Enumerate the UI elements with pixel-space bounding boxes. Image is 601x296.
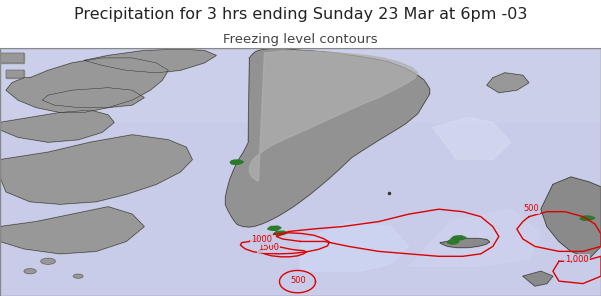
Circle shape bbox=[275, 232, 282, 235]
Polygon shape bbox=[451, 236, 466, 240]
Circle shape bbox=[582, 216, 590, 220]
Polygon shape bbox=[225, 49, 430, 227]
Circle shape bbox=[41, 258, 55, 264]
Polygon shape bbox=[6, 58, 168, 112]
Polygon shape bbox=[440, 239, 490, 248]
Polygon shape bbox=[580, 216, 595, 220]
Polygon shape bbox=[230, 160, 243, 165]
Polygon shape bbox=[447, 239, 459, 244]
Circle shape bbox=[73, 274, 83, 278]
Circle shape bbox=[454, 236, 462, 240]
Polygon shape bbox=[0, 110, 114, 142]
Polygon shape bbox=[300, 222, 409, 271]
Text: 1000: 1000 bbox=[251, 235, 272, 244]
Polygon shape bbox=[249, 51, 418, 181]
Polygon shape bbox=[0, 207, 144, 254]
Polygon shape bbox=[0, 53, 24, 63]
Polygon shape bbox=[84, 49, 216, 73]
Polygon shape bbox=[409, 209, 541, 266]
Polygon shape bbox=[42, 88, 144, 107]
Text: 1,000: 1,000 bbox=[565, 255, 589, 264]
Polygon shape bbox=[523, 271, 553, 286]
Polygon shape bbox=[433, 118, 511, 160]
Polygon shape bbox=[541, 177, 601, 259]
Polygon shape bbox=[487, 73, 529, 93]
Polygon shape bbox=[273, 231, 287, 235]
Text: 1500: 1500 bbox=[258, 243, 279, 252]
Polygon shape bbox=[267, 226, 281, 230]
Text: Freezing level contours: Freezing level contours bbox=[223, 33, 378, 46]
Bar bbox=[0, 48, 601, 123]
Polygon shape bbox=[0, 135, 192, 204]
Circle shape bbox=[24, 269, 36, 274]
Text: 500: 500 bbox=[523, 204, 539, 213]
Circle shape bbox=[270, 227, 279, 230]
Text: Precipitation for 3 hrs ending Sunday 23 Mar at 6pm -03: Precipitation for 3 hrs ending Sunday 23… bbox=[74, 7, 527, 22]
Text: 500: 500 bbox=[291, 276, 307, 285]
Circle shape bbox=[231, 160, 240, 164]
Polygon shape bbox=[6, 70, 24, 78]
Circle shape bbox=[448, 240, 458, 244]
